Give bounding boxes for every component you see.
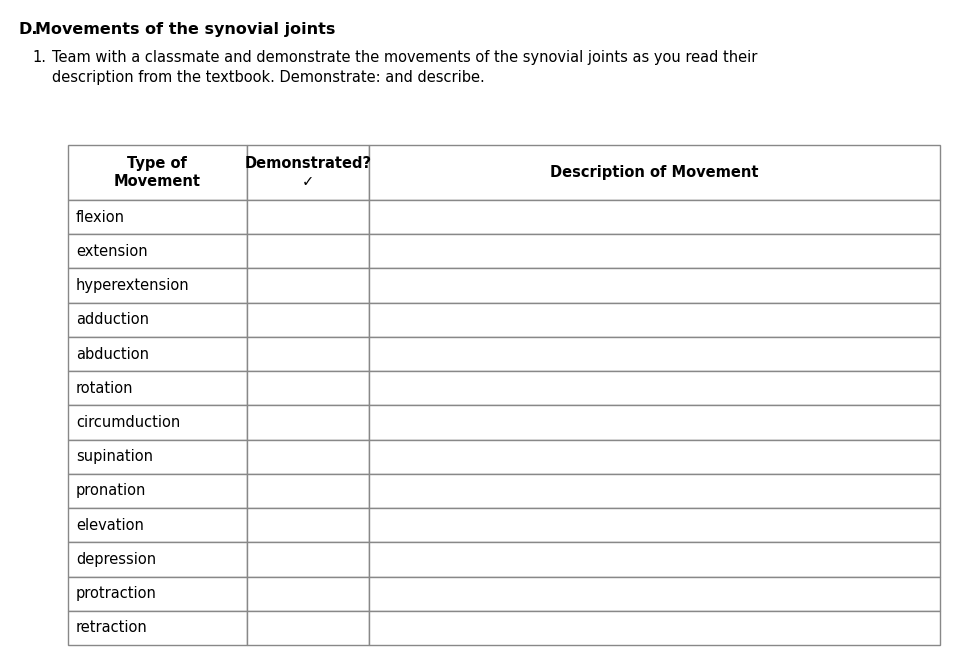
Bar [68, 145, 246, 200]
Bar [68, 576, 246, 611]
Text: Team with a classmate and demonstrate the movements of the synovial joints as yo: Team with a classmate and demonstrate th… [52, 50, 756, 65]
Text: protraction: protraction [76, 586, 156, 601]
Bar [246, 576, 368, 611]
Text: Type of
Movement: Type of Movement [113, 156, 200, 190]
Text: D.: D. [18, 22, 37, 37]
Bar [246, 145, 368, 200]
Bar [368, 405, 939, 440]
Bar [68, 371, 246, 405]
Bar [68, 611, 246, 645]
Bar [368, 200, 939, 234]
Bar [368, 508, 939, 542]
Bar [68, 303, 246, 337]
Bar [68, 234, 246, 268]
Text: hyperextension: hyperextension [76, 278, 190, 293]
Bar [368, 268, 939, 303]
Bar [246, 440, 368, 474]
Bar [68, 508, 246, 542]
Text: retraction: retraction [76, 620, 148, 636]
Text: Demonstrated?
✓: Demonstrated? ✓ [244, 156, 371, 190]
Text: description from the textbook. Demonstrate: and describe.: description from the textbook. Demonstra… [52, 70, 485, 85]
Bar [246, 303, 368, 337]
Text: abduction: abduction [76, 347, 149, 361]
Text: Description of Movement: Description of Movement [550, 165, 758, 180]
Bar [368, 542, 939, 576]
Bar [246, 508, 368, 542]
Bar [68, 268, 246, 303]
Bar [368, 576, 939, 611]
Text: pronation: pronation [76, 484, 147, 499]
Bar [368, 303, 939, 337]
Bar [246, 234, 368, 268]
Text: supination: supination [76, 449, 152, 465]
Text: extension: extension [76, 244, 148, 259]
Bar [68, 405, 246, 440]
Text: adduction: adduction [76, 313, 149, 327]
Bar [68, 542, 246, 576]
Text: circumduction: circumduction [76, 415, 180, 430]
Bar [246, 200, 368, 234]
Bar [368, 145, 939, 200]
Text: elevation: elevation [76, 518, 144, 533]
Bar [68, 474, 246, 508]
Bar [246, 337, 368, 371]
Bar [368, 337, 939, 371]
Bar [246, 268, 368, 303]
Bar [368, 440, 939, 474]
Bar [68, 337, 246, 371]
Bar [68, 200, 246, 234]
Bar [246, 405, 368, 440]
Text: depression: depression [76, 552, 156, 567]
Bar [68, 440, 246, 474]
Bar [246, 474, 368, 508]
Bar [246, 542, 368, 576]
Text: 1.: 1. [32, 50, 46, 65]
Bar [368, 474, 939, 508]
Bar [246, 371, 368, 405]
Bar [368, 234, 939, 268]
Bar [368, 611, 939, 645]
Text: Movements of the synovial joints: Movements of the synovial joints [35, 22, 335, 37]
Bar [246, 611, 368, 645]
Bar [368, 371, 939, 405]
Text: rotation: rotation [76, 381, 134, 395]
Text: flexion: flexion [76, 210, 125, 224]
